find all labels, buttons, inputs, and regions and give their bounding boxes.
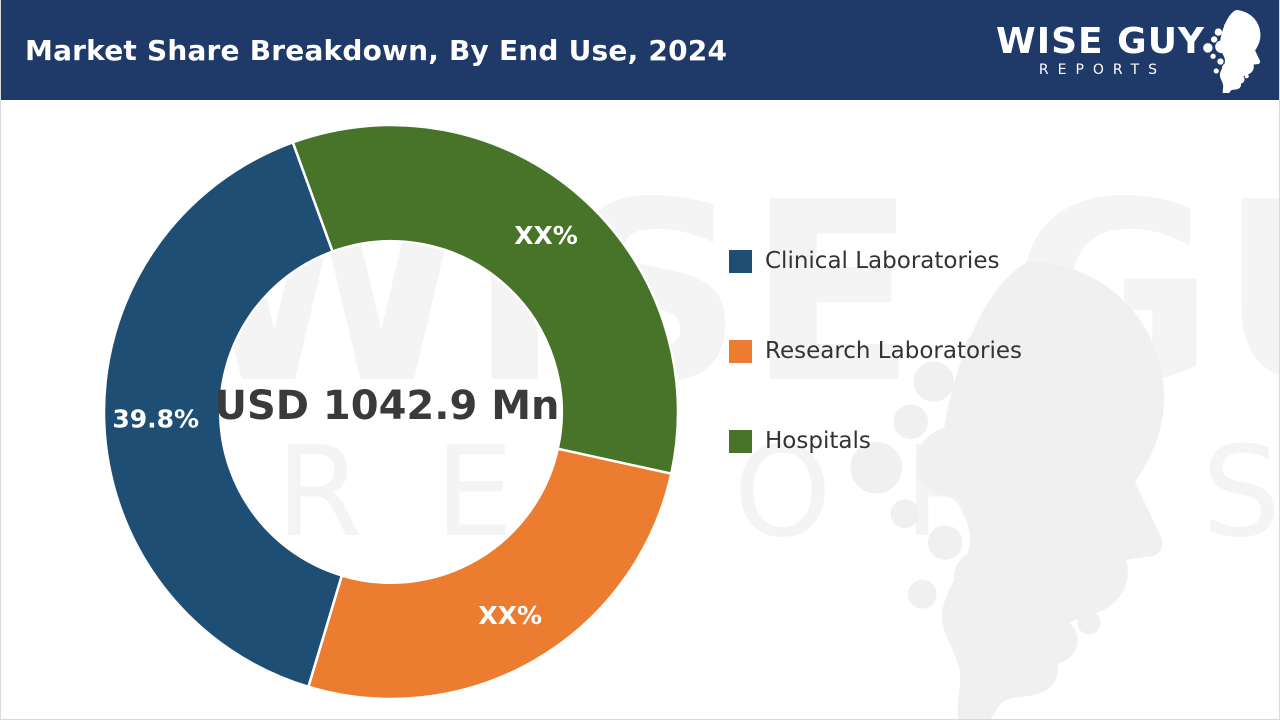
donut-segment-clinical-laboratories <box>102 141 344 689</box>
legend-swatch <box>729 429 752 453</box>
logo-title: WISE GUY <box>995 21 1205 62</box>
segment-value-label: XX% <box>478 601 542 630</box>
legend-label: Research Laboratories <box>765 338 1023 364</box>
segment-value-label: XX% <box>514 221 578 250</box>
chart-legend: Clinical Laboratories Research Laboratori… <box>729 248 1023 519</box>
header-bar: Market Share Breakdown, By End Use, 2024… <box>1 0 1279 100</box>
donut-segment-hospitals <box>291 123 680 475</box>
wiseguy-logo: WISE GUY REPORTS <box>996 8 1265 94</box>
donut-segment-research-laboratories <box>307 447 673 701</box>
legend-swatch <box>729 339 752 363</box>
legend-label: Hospitals <box>765 428 871 454</box>
logo-wordmark: WISE GUY REPORTS <box>995 21 1205 79</box>
logo-subtitle: REPORTS <box>1038 62 1167 78</box>
legend-label: Clinical Laboratories <box>765 248 1000 274</box>
legend-item-clinical-laboratories: Clinical Laboratories <box>729 248 1022 274</box>
segment-value-label: 39.8% <box>112 405 199 434</box>
legend-item-hospitals: Hospitals <box>729 428 1022 454</box>
page-title: Market Share Breakdown, By End Use, 2024 <box>25 33 728 67</box>
legend-item-research-laboratories: Research Laboratories <box>729 338 1023 364</box>
legend-swatch <box>729 249 752 273</box>
donut-center-value: USD 1042.9 Mn <box>214 383 560 430</box>
wiseguy-face-icon <box>1203 10 1261 93</box>
